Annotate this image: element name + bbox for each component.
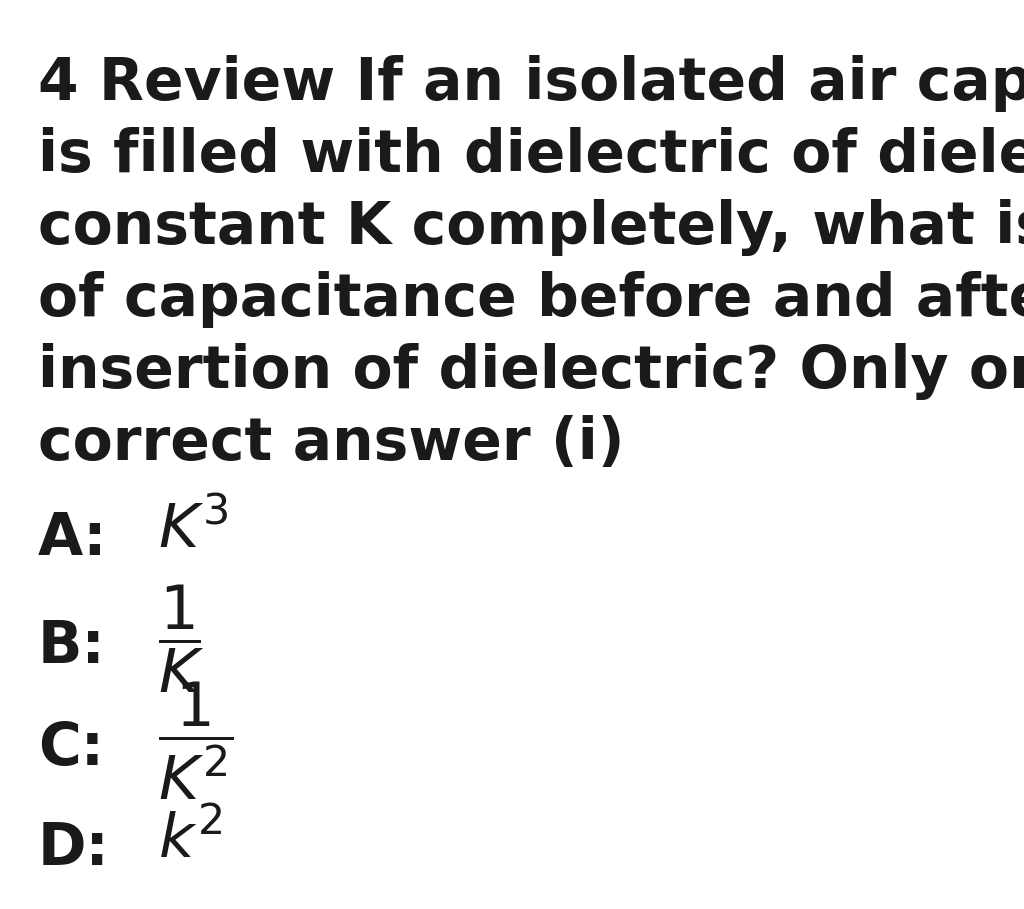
Text: D:: D: xyxy=(38,820,110,877)
Text: is filled with dielectric of dielectric: is filled with dielectric of dielectric xyxy=(38,127,1024,184)
Text: A:: A: xyxy=(38,510,108,567)
Text: B:: B: xyxy=(38,618,105,675)
Text: constant K completely, what is ratio: constant K completely, what is ratio xyxy=(38,199,1024,256)
Text: $\dfrac{1}{K^2}$: $\dfrac{1}{K^2}$ xyxy=(158,680,233,803)
Text: $\dfrac{1}{K}$: $\dfrac{1}{K}$ xyxy=(158,583,204,695)
Text: $K^3$: $K^3$ xyxy=(158,501,228,561)
Text: 4 Review If an isolated air capacitor: 4 Review If an isolated air capacitor xyxy=(38,55,1024,112)
Text: of capacitance before and after: of capacitance before and after xyxy=(38,271,1024,328)
Text: $k^2$: $k^2$ xyxy=(158,811,223,871)
Text: insertion of dielectric? Only one: insertion of dielectric? Only one xyxy=(38,343,1024,400)
Text: C:: C: xyxy=(38,720,104,777)
Text: correct answer (i): correct answer (i) xyxy=(38,415,625,472)
